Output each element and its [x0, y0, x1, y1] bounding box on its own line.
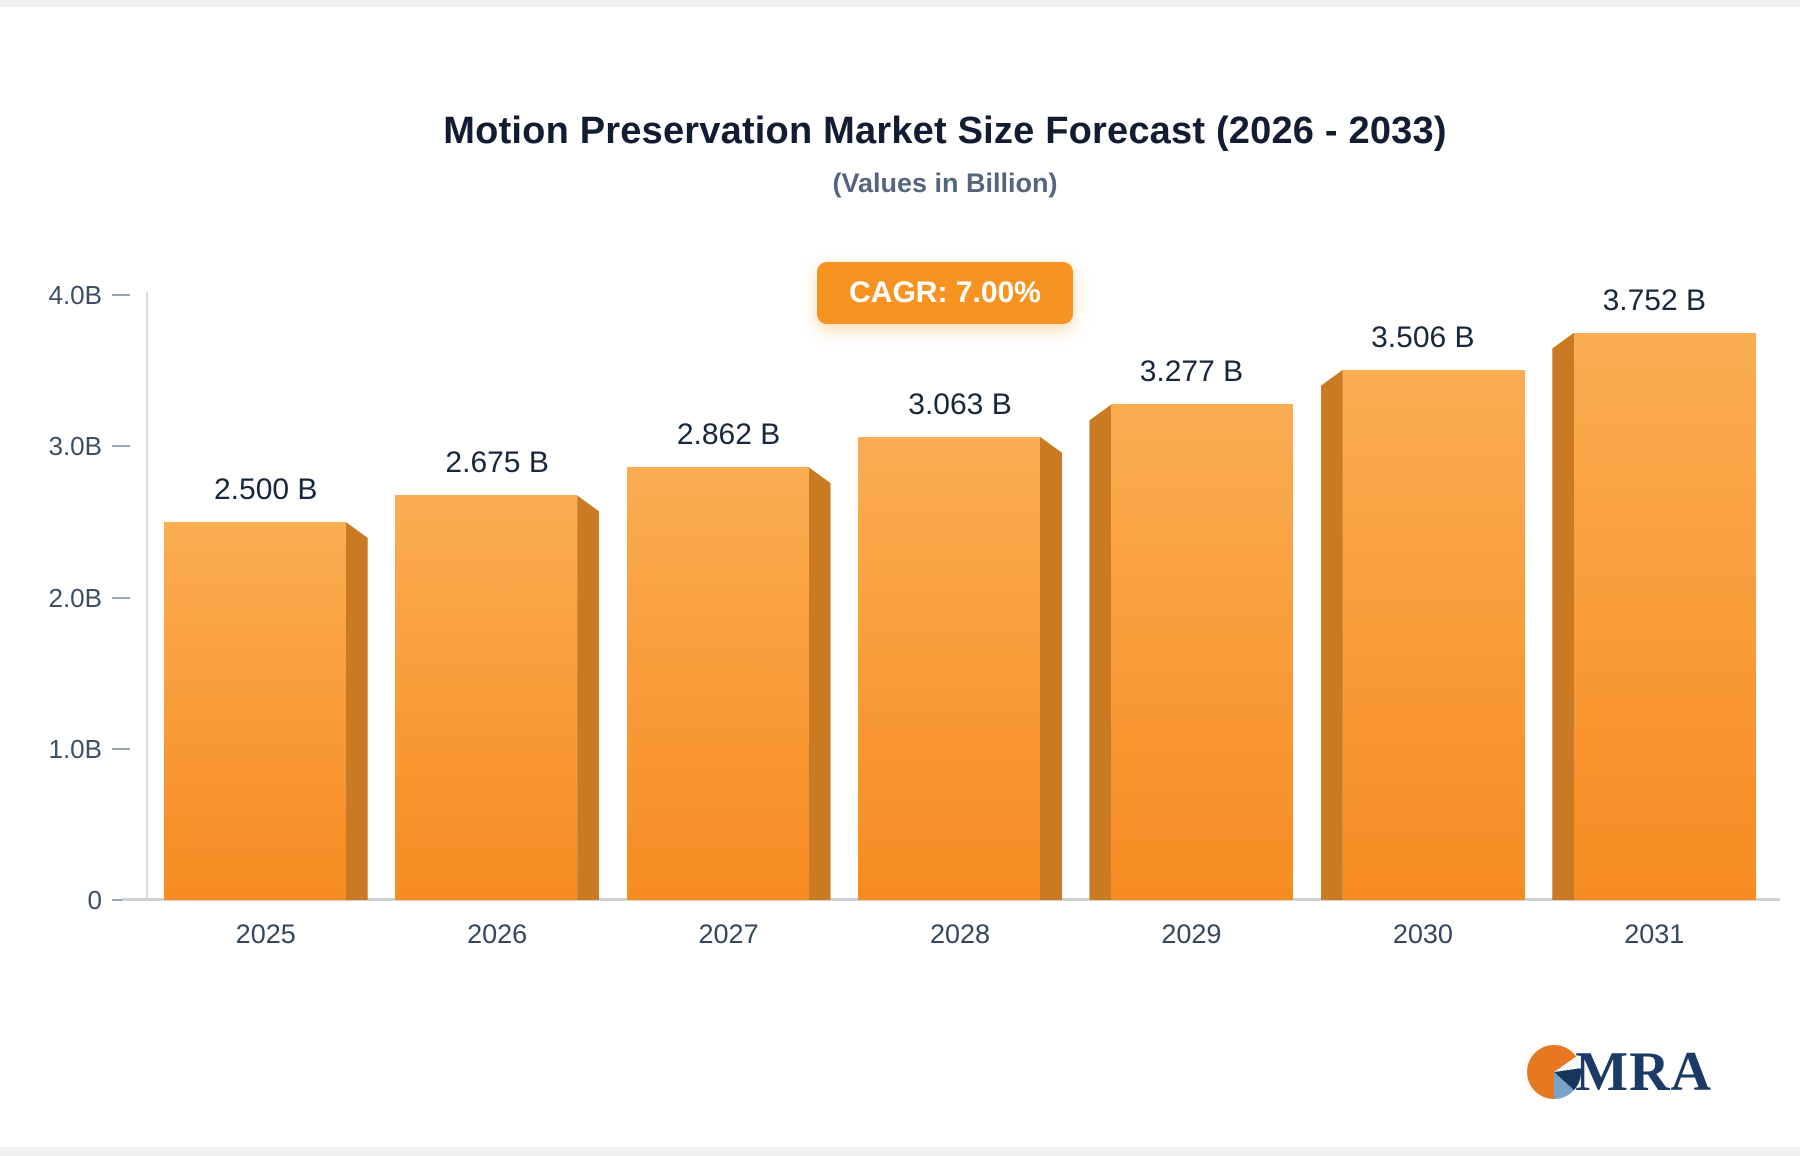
bar	[858, 436, 1062, 900]
x-axis-label: 2030	[1392, 919, 1453, 949]
bar-face	[626, 467, 809, 900]
bar-face	[858, 436, 1040, 900]
bar-face	[1342, 369, 1525, 900]
cagr-badge: CAGR: 7.00%	[817, 262, 1073, 324]
bar-value-label: 3.063 B	[908, 387, 1012, 421]
bar-value-label: 2.862 B	[676, 418, 781, 452]
x-axis-label: 2027	[698, 919, 759, 949]
bar-side-face	[345, 521, 368, 900]
bar-face	[395, 495, 578, 900]
cagr-badge-wrap: CAGR: 7.00%	[90, 262, 1800, 324]
bar	[1320, 369, 1525, 900]
x-axis-label: 2025	[235, 919, 296, 949]
bar-value-label: 3.277 B	[1139, 355, 1244, 389]
bar-value-label: 3.506 B	[1371, 320, 1475, 354]
bar	[163, 521, 368, 900]
chart-subtitle: (Values in Billion)	[832, 168, 1058, 198]
x-axis-label: 2031	[1624, 919, 1685, 949]
bar	[1089, 404, 1294, 900]
logo: MRA	[1527, 1040, 1712, 1104]
bar-value-label: 2.675 B	[445, 446, 549, 480]
bar-side-face	[1040, 436, 1062, 900]
bar-side-face	[1089, 404, 1112, 900]
bar	[1552, 332, 1757, 900]
x-axis-label: 2026	[467, 919, 528, 949]
bar	[395, 495, 600, 900]
bar-face	[163, 521, 346, 900]
y-tick-mark	[112, 294, 130, 296]
chart-title: Motion Preservation Market Size Forecast…	[443, 110, 1447, 152]
y-axis-label: 4.0B	[48, 280, 103, 310]
y-tick-mark	[112, 445, 130, 448]
bar-side-face	[808, 467, 831, 900]
y-tick-mark	[112, 596, 130, 599]
bar-side-face	[1552, 332, 1575, 900]
y-axis-label: 3.0B	[48, 431, 103, 462]
y-axis-line	[146, 292, 148, 900]
x-axis-label: 2029	[1161, 919, 1222, 949]
y-tick-mark	[112, 747, 130, 750]
bar-side-face	[1320, 369, 1343, 900]
page-bottom-edge	[0, 1147, 1800, 1156]
bar-value-label: 3.752 B	[1602, 283, 1706, 317]
y-axis-label: 1.0B	[48, 733, 103, 764]
logo-pie-icon	[1527, 1045, 1582, 1099]
bar-side-face	[577, 495, 600, 900]
logo-text: MRA	[1575, 1041, 1712, 1103]
bar	[626, 467, 831, 900]
x-axis-label: 2028	[929, 919, 991, 949]
bar-face	[1574, 332, 1757, 900]
y-tick-mark	[112, 899, 130, 901]
page-top-edge	[0, 0, 1800, 7]
bar-face	[1111, 404, 1294, 900]
bar-value-label: 2.500 B	[213, 472, 318, 506]
y-axis-label: 0	[87, 885, 102, 915]
y-axis-label: 2.0B	[48, 582, 103, 613]
